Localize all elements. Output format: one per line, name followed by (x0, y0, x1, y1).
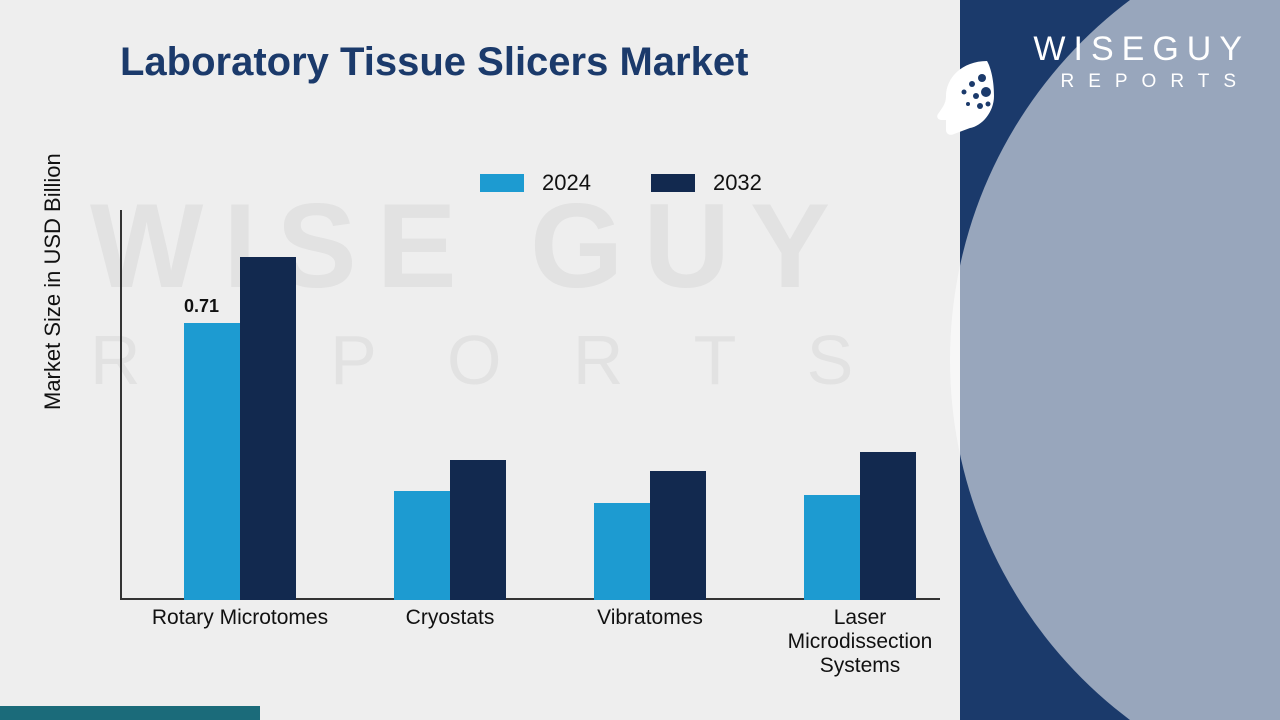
legend-swatch-2032 (651, 174, 695, 192)
brand-logo: WISEGUY REPORTS (1033, 30, 1250, 93)
page-root: Laboratory Tissue Slicers Market WISEGUY… (0, 0, 1280, 720)
x-tick-label: Laser Microdissection Systems (770, 600, 950, 678)
y-axis-line (120, 210, 122, 600)
legend-swatch-2024 (480, 174, 524, 192)
accent-bar (0, 706, 260, 720)
bar-2024 (184, 323, 240, 600)
chart-title: Laboratory Tissue Slicers Market (120, 40, 748, 85)
bar-2024 (394, 491, 450, 600)
plot-area: Rotary Microtomes0.71CryostatsVibratomes… (120, 210, 940, 600)
bar-2032 (450, 460, 506, 600)
x-tick-label: Rotary Microtomes (150, 600, 330, 630)
legend-item-2032: 2032 (651, 170, 762, 196)
legend: 2024 2032 (480, 170, 762, 196)
bar-2032 (240, 257, 296, 600)
x-tick-label: Cryostats (360, 600, 540, 630)
brand-head-icon (932, 56, 1002, 136)
legend-label-2032: 2032 (713, 170, 762, 196)
brand-line-1: WISEGUY (1033, 30, 1250, 69)
bar-2024 (594, 503, 650, 601)
value-label: 0.71 (184, 296, 219, 317)
x-tick-label: Vibratomes (560, 600, 740, 630)
bar-2032 (860, 452, 916, 600)
legend-item-2024: 2024 (480, 170, 591, 196)
bar-2032 (650, 471, 706, 600)
bar-chart: Market Size in USD Billion 2024 2032 Rot… (50, 170, 930, 670)
bar-2024 (804, 495, 860, 600)
legend-label-2024: 2024 (542, 170, 591, 196)
brand-line-2: REPORTS (1033, 71, 1250, 93)
y-axis-label: Market Size in USD Billion (40, 153, 66, 410)
